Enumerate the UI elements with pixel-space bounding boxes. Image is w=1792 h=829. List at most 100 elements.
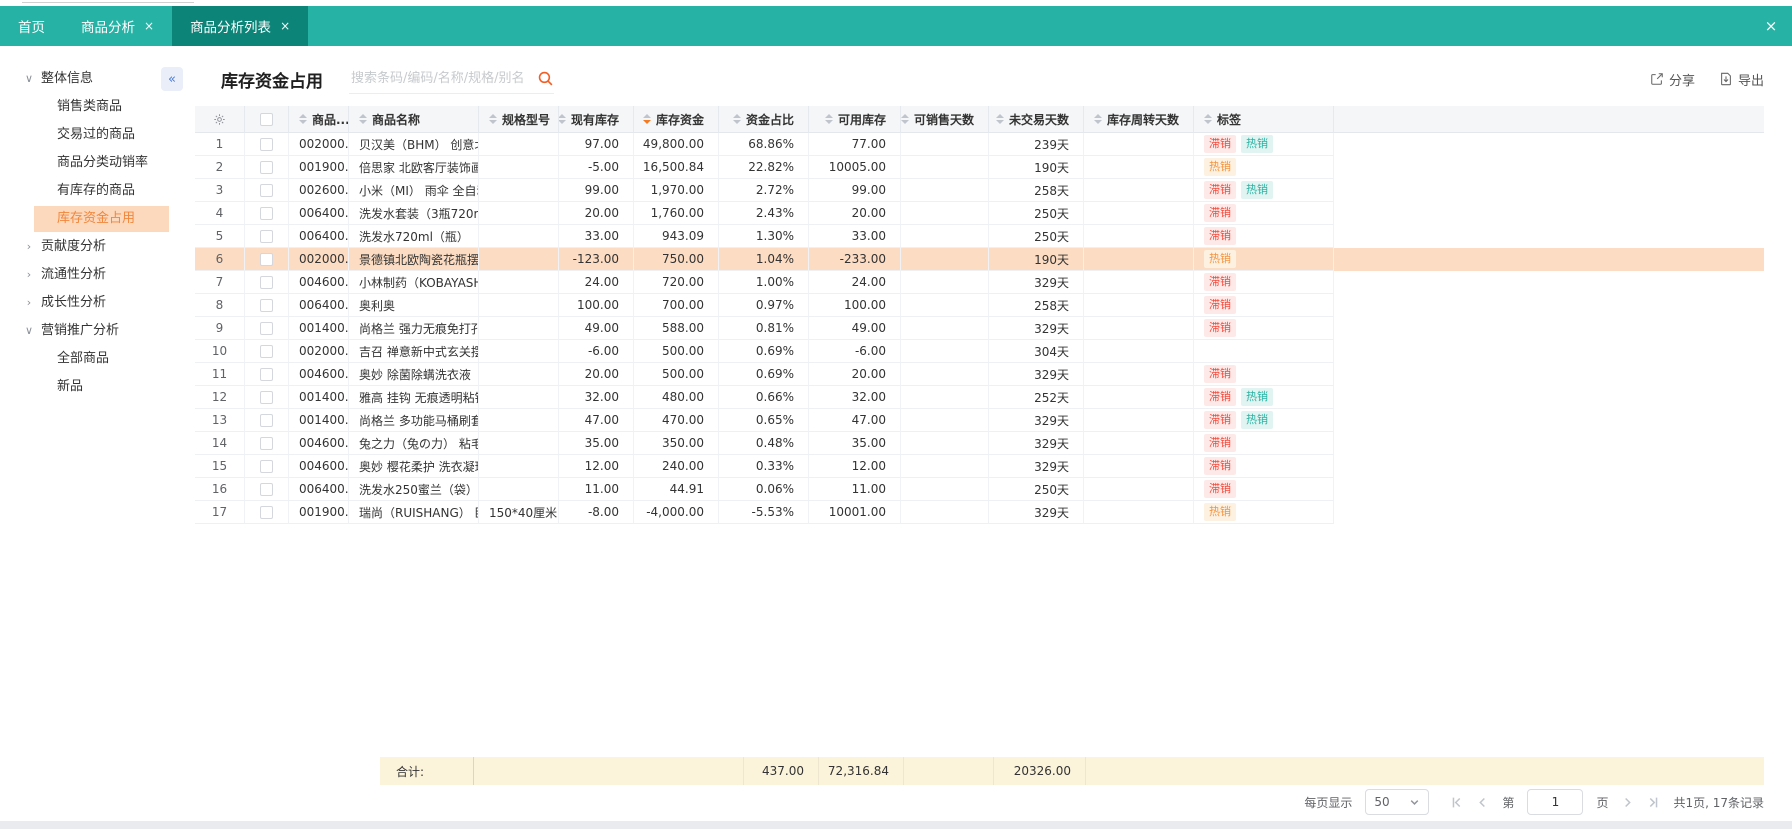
sort-caret-down — [1204, 120, 1212, 124]
column-header-avail[interactable]: 可用库存 — [809, 106, 901, 132]
per-page-select[interactable]: 50 — [1365, 789, 1430, 815]
column-header-notrade[interactable]: 未交易天数 — [989, 106, 1084, 132]
column-header-num[interactable] — [195, 106, 245, 132]
window-close-icon[interactable]: × — [1764, 17, 1778, 35]
page-number-input[interactable] — [1527, 789, 1584, 815]
ratio-cell: 0.69% — [719, 340, 809, 363]
prev-page-icon[interactable] — [1476, 796, 1489, 809]
table-row[interactable]: 1 002000...贝汉美（BHM） 创意北欧客 97.0049,800.0068… — [195, 133, 1764, 156]
row-checkbox[interactable] — [260, 275, 273, 289]
sidebar-item-11[interactable]: 全部商品 — [0, 346, 185, 372]
sidebar-item-5[interactable]: 有库存的商品 — [0, 178, 185, 204]
row-filler — [1334, 248, 1764, 271]
column-header-qty[interactable]: 现有库存 — [559, 106, 634, 132]
table-row[interactable]: 17 001900...瑞尚（RUISHANG） 卧室装150*40厘米-8.00… — [195, 501, 1764, 524]
code-cell: 006400... — [289, 478, 349, 501]
salable-days-cell — [901, 179, 989, 202]
sidebar-collapse-button[interactable]: « — [161, 67, 183, 91]
table-row[interactable]: 6 002000...景德镇北欧陶瓷花瓶摆件 仿 -123.00750.001.04… — [195, 248, 1764, 271]
tab-close-icon[interactable]: × — [280, 19, 291, 33]
column-header-turnover[interactable]: 库存周转天数 — [1084, 106, 1194, 132]
next-page-icon[interactable] — [1621, 796, 1634, 809]
table-row[interactable]: 5006400...洗发水720ml（瓶）33.00943.091.30%33.… — [195, 225, 1764, 248]
column-header-tags[interactable]: 标签 — [1194, 106, 1334, 132]
sidebar-item-4[interactable]: 商品分类动销率 — [0, 150, 185, 176]
sidebar-item-3[interactable]: 交易过的商品 — [0, 122, 185, 148]
row-checkbox[interactable] — [260, 390, 273, 404]
last-page-icon[interactable] — [1647, 796, 1660, 809]
row-checkbox[interactable] — [260, 436, 273, 450]
row-checkbox[interactable] — [260, 505, 273, 519]
row-checkbox[interactable] — [260, 252, 273, 266]
tab-1[interactable]: 首页 — [0, 6, 63, 46]
column-header-salable[interactable]: 可销售天数 — [901, 106, 989, 132]
table-row[interactable]: 4006400...洗发水套装（3瓶720ml+1瓶20.001,760.002… — [195, 202, 1764, 225]
tag-stagnant: 滞销 — [1204, 135, 1236, 153]
search-icon[interactable] — [537, 70, 554, 87]
row-checkbox[interactable] — [260, 298, 273, 312]
column-header-code[interactable]: 商品... — [289, 106, 349, 132]
column-header-fund[interactable]: 库存资金 — [634, 106, 719, 132]
page-suffix-label: 页 — [1596, 795, 1609, 810]
row-checkbox[interactable] — [260, 160, 273, 174]
export-button[interactable]: 导出 — [1719, 70, 1764, 89]
sidebar-item-2[interactable]: 销售类商品 — [0, 94, 185, 120]
row-checkbox[interactable] — [260, 413, 273, 427]
sidebar-item-8[interactable]: › 流通性分析 — [0, 262, 185, 288]
share-button[interactable]: 分享 — [1650, 70, 1695, 89]
tab-close-icon[interactable]: × — [144, 19, 155, 33]
spec-cell — [479, 225, 559, 248]
sidebar-item-7[interactable]: › 贡献度分析 — [0, 234, 185, 260]
row-checkbox[interactable] — [260, 344, 273, 358]
sidebar-item-6[interactable]: 库存资金占用 — [34, 206, 169, 232]
row-checkbox[interactable] — [260, 229, 273, 243]
table-row[interactable]: 16006400...洗发水250蜜兰（袋）11.0044.910.06%11.… — [195, 478, 1764, 501]
sort-icon-spec — [489, 114, 497, 124]
column-label: 未交易天数 — [1008, 112, 1069, 127]
table-row[interactable]: 2 001900...倍思家 北欧客厅装饰画卧室 -5.0016,500.8422.… — [195, 156, 1764, 179]
row-checkbox[interactable] — [260, 321, 273, 335]
column-header-ratio[interactable]: 资金占比 — [719, 106, 809, 132]
salable-days-cell — [901, 156, 989, 179]
row-filler — [1334, 294, 1764, 317]
column-header-name[interactable]: 商品名称 — [349, 106, 479, 132]
row-checkbox[interactable] — [260, 137, 273, 151]
row-checkbox[interactable] — [260, 183, 273, 197]
row-checkbox[interactable] — [260, 459, 273, 473]
gear-icon[interactable] — [213, 113, 226, 126]
first-page-icon[interactable] — [1450, 796, 1463, 809]
sidebar-item-10[interactable]: ∨ 营销推广分析 — [0, 318, 185, 344]
tab-2[interactable]: 商品分析 × — [63, 6, 172, 46]
row-checkbox[interactable] — [260, 482, 273, 496]
salable-days-cell — [901, 317, 989, 340]
turnover-days-cell — [1084, 202, 1194, 225]
table-row[interactable]: 8006400...奥利奥100.00700.000.97%100.00258天… — [195, 294, 1764, 317]
tab-label: 商品分析列表 — [190, 20, 272, 36]
sidebar-item-1[interactable]: ∨ 整体信息 — [0, 66, 185, 92]
table-header-filler — [1334, 106, 1764, 132]
column-header-check[interactable] — [245, 106, 289, 132]
search-input[interactable] — [349, 70, 537, 87]
row-checkbox[interactable] — [260, 367, 273, 381]
row-checkbox[interactable] — [260, 206, 273, 220]
avail-cell: 100.00 — [809, 294, 901, 317]
ratio-cell: 22.82% — [719, 156, 809, 179]
fund-cell: 240.00 — [634, 455, 719, 478]
select-all-checkbox[interactable] — [260, 112, 273, 126]
fund-cell: 588.00 — [634, 317, 719, 340]
sidebar-item-9[interactable]: › 成长性分析 — [0, 290, 185, 316]
table-row[interactable]: 7004600...小林制药（KOBAYASHI）日24.00720.001.0… — [195, 271, 1764, 294]
name-cell: 小米（MI） 雨伞 全自动折叠 — [349, 179, 479, 202]
tab-3[interactable]: 商品分析列表 × — [172, 6, 309, 46]
column-header-spec[interactable]: 规格型号 — [479, 106, 559, 132]
sort-icon-name — [359, 114, 367, 124]
sidebar-item-12[interactable]: 新品 — [0, 374, 185, 400]
